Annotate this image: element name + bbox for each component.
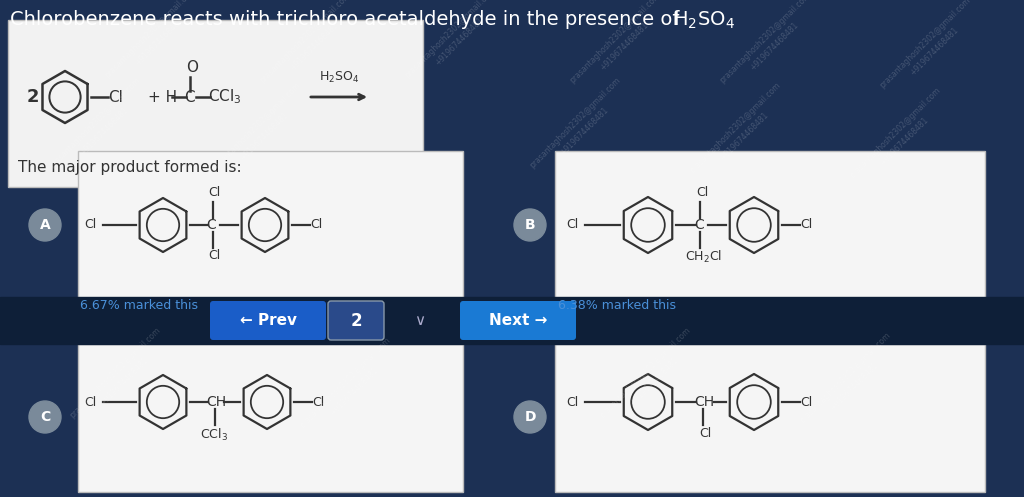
Text: Cl: Cl [84, 219, 96, 232]
Text: $\mathrm{H_2SO_4}$: $\mathrm{H_2SO_4}$ [318, 70, 359, 85]
Text: 6.38% marked this: 6.38% marked this [558, 299, 676, 312]
Text: Cl: Cl [84, 396, 96, 409]
Text: D: D [524, 410, 536, 424]
Text: Cl: Cl [312, 396, 325, 409]
FancyBboxPatch shape [78, 344, 463, 492]
FancyBboxPatch shape [555, 151, 985, 299]
Text: ← Prev: ← Prev [240, 313, 297, 328]
Text: prasantaghosh2302@gmail.com
+919674468481: prasantaghosh2302@gmail.com +91967446848… [848, 85, 951, 189]
Text: Cl: Cl [800, 219, 812, 232]
Text: prasantaghosh2302@gmail.com
+919674468481: prasantaghosh2302@gmail.com +91967446848… [688, 81, 792, 183]
Text: CH: CH [694, 395, 714, 409]
Text: A: A [40, 218, 50, 232]
Text: 2: 2 [350, 312, 361, 330]
Circle shape [29, 401, 61, 433]
Text: Cl: Cl [696, 186, 709, 199]
Text: Cl: Cl [208, 249, 220, 262]
Bar [0, 297, 1024, 344]
Text: C: C [694, 218, 703, 232]
Text: Cl: Cl [699, 427, 712, 440]
Text: Cl: Cl [310, 219, 323, 232]
FancyBboxPatch shape [78, 151, 463, 299]
Text: 6.67% marked this: 6.67% marked this [80, 299, 198, 312]
Text: prasantaghosh2302@gmail.com
+919674468481: prasantaghosh2302@gmail.com +91967446848… [719, 0, 821, 93]
Text: Cl: Cl [566, 219, 579, 232]
Text: C: C [206, 218, 216, 232]
Circle shape [514, 209, 546, 241]
Text: prasantaghosh2302@gmail.com
+919674468481: prasantaghosh2302@gmail.com +91967446848… [799, 331, 901, 433]
FancyBboxPatch shape [328, 301, 384, 340]
FancyBboxPatch shape [8, 20, 423, 187]
Text: prasantaghosh2302@gmail.com
+919674468481: prasantaghosh2302@gmail.com +91967446848… [528, 76, 632, 178]
Text: Next →: Next → [488, 313, 547, 328]
Text: Cl: Cl [108, 89, 123, 104]
Text: prasantaghosh2302@gmail.com
+919674468481: prasantaghosh2302@gmail.com +91967446848… [103, 0, 207, 88]
Text: $\mathrm{CCl_3}$: $\mathrm{CCl_3}$ [208, 87, 242, 106]
Text: prasantaghosh2302@gmail.com
+919674468481: prasantaghosh2302@gmail.com +91967446848… [879, 0, 982, 98]
Text: The major product formed is:: The major product formed is: [18, 160, 242, 175]
Text: prasantaghosh2302@gmail.com
+919674468481: prasantaghosh2302@gmail.com +91967446848… [48, 76, 152, 178]
Text: $\mathrm{CH_2Cl}$: $\mathrm{CH_2Cl}$ [685, 249, 722, 265]
FancyBboxPatch shape [555, 344, 985, 492]
Text: Chlorobenzene reacts with trichloro acetaldehyde in the presence of: Chlorobenzene reacts with trichloro acet… [10, 10, 686, 29]
Text: prasantaghosh2302@gmail.com
+919674468481: prasantaghosh2302@gmail.com +91967446848… [258, 0, 361, 93]
Text: ∨: ∨ [415, 313, 426, 328]
Text: prasantaghosh2302@gmail.com
+919674468481: prasantaghosh2302@gmail.com +91967446848… [598, 326, 701, 428]
Circle shape [29, 209, 61, 241]
Text: Cl: Cl [800, 396, 812, 409]
Text: prasantaghosh2302@gmail.com
+919674468481: prasantaghosh2302@gmail.com +91967446848… [298, 335, 401, 439]
Text: C: C [184, 89, 195, 104]
Text: prasantaghosh2302@gmail.com
+919674468481: prasantaghosh2302@gmail.com +91967446848… [208, 81, 311, 183]
Text: O: O [186, 60, 198, 75]
Text: CH: CH [206, 395, 226, 409]
Text: Cl: Cl [208, 186, 220, 199]
Text: 2: 2 [27, 88, 40, 106]
Circle shape [514, 401, 546, 433]
Text: B: B [524, 218, 536, 232]
Text: $\mathrm{CCl_3}$: $\mathrm{CCl_3}$ [200, 427, 228, 443]
Text: $\mathrm{H_2SO_4}$: $\mathrm{H_2SO_4}$ [673, 10, 735, 31]
Text: + H: + H [148, 89, 177, 104]
FancyBboxPatch shape [460, 301, 575, 340]
Text: C: C [40, 410, 50, 424]
FancyBboxPatch shape [210, 301, 326, 340]
Text: Cl: Cl [566, 396, 579, 409]
Text: prasantaghosh2302@gmail.com
+919674468481: prasantaghosh2302@gmail.com +91967446848… [403, 0, 507, 88]
Text: prasantaghosh2302@gmail.com
+919674468481: prasantaghosh2302@gmail.com +91967446848… [568, 0, 672, 93]
Text: prasantaghosh2302@gmail.com
+919674468481: prasantaghosh2302@gmail.com +91967446848… [69, 326, 172, 428]
